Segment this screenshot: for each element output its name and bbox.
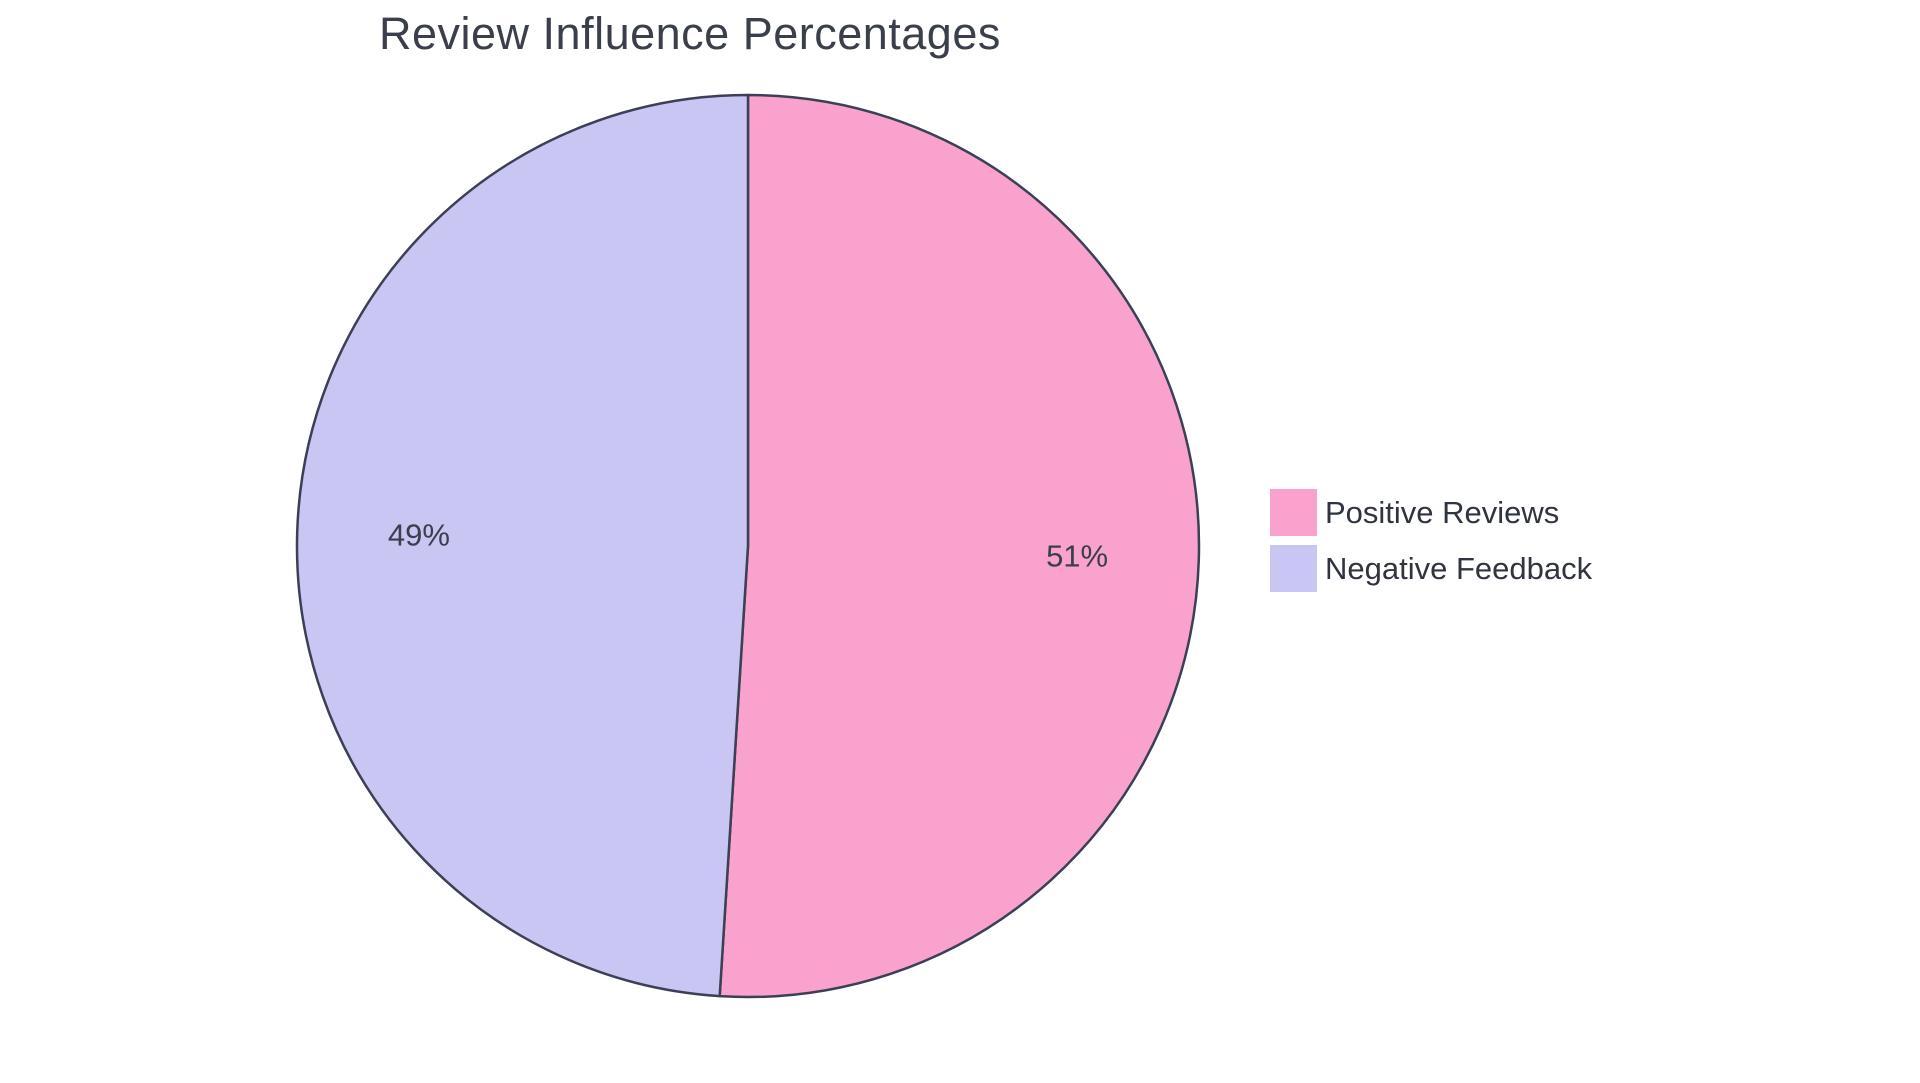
legend-label-positive-reviews: Positive Reviews xyxy=(1325,494,1560,530)
legend-item-negative-feedback: Negative Feedback xyxy=(1270,545,1592,592)
chart-title: Review Influence Percentages xyxy=(379,8,1001,59)
pie-slice-value-label: 49% xyxy=(388,518,450,553)
legend-swatch-positive-reviews xyxy=(1270,489,1317,536)
pie-slice-negative-feedback xyxy=(295,93,750,998)
pie-slice-positive-reviews xyxy=(718,93,1201,999)
pie-chart: 51% 49% xyxy=(295,93,1201,999)
legend-label-negative-feedback: Negative Feedback xyxy=(1325,550,1593,586)
legend: Positive Reviews Negative Feedback xyxy=(1270,489,1592,592)
legend-swatch-negative-feedback xyxy=(1270,545,1317,592)
pie-slice-value-label: 51% xyxy=(1046,538,1108,573)
legend-item-positive-reviews: Positive Reviews xyxy=(1270,489,1592,536)
